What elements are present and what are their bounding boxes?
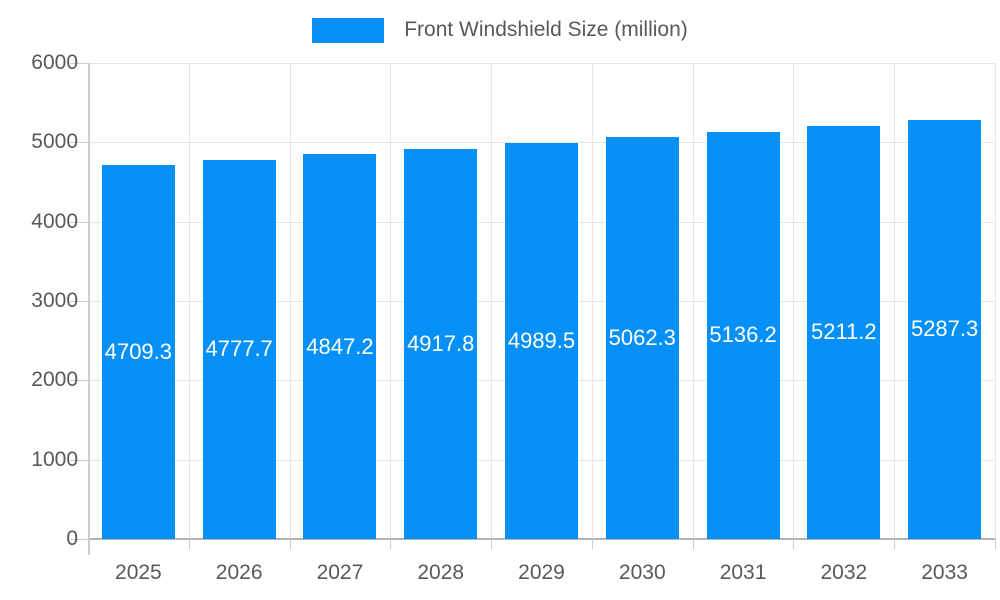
y-axis-tick	[70, 142, 88, 144]
bar-2033[interactable]: 5287.3	[908, 119, 982, 539]
h-gridline	[88, 63, 995, 64]
bar-2025[interactable]: 4709.3	[101, 165, 175, 539]
v-gridline	[390, 63, 392, 539]
v-gridline	[894, 63, 896, 539]
v-gridline	[793, 63, 795, 539]
v-gridline	[289, 63, 291, 539]
x-tick-label-2032: 2032	[820, 561, 868, 584]
x-axis-tick	[188, 539, 190, 549]
v-gridline	[995, 63, 996, 539]
y-axis-tick	[70, 301, 88, 302]
bar-value-label: 5287.3	[910, 316, 979, 342]
x-axis-tick	[491, 539, 493, 549]
bar-2028[interactable]: 4917.8	[404, 148, 478, 539]
bar-value-label: 4777.7	[205, 336, 273, 362]
bar-2030[interactable]: 5062.3	[605, 137, 679, 539]
legend-swatch[interactable]	[312, 17, 385, 43]
bar-value-label: 4917.8	[407, 330, 475, 356]
x-axis-tick	[390, 539, 392, 549]
x-axis-tick	[793, 539, 795, 549]
bar-value-label: 5062.3	[608, 325, 676, 351]
v-gridline	[188, 63, 190, 539]
x-axis-tick	[692, 539, 694, 549]
x-tick-label-2028: 2028	[417, 561, 465, 584]
y-tick-label: 2000	[31, 368, 78, 392]
y-tick-label: 5000	[31, 130, 78, 154]
x-tick-label-2030: 2030	[618, 561, 666, 584]
y-axis-tick	[70, 539, 88, 540]
y-axis-tick	[70, 63, 88, 64]
bar-2032[interactable]: 5211.2	[807, 125, 881, 539]
legend-label[interactable]: Front Windshield Size (million)	[404, 18, 688, 41]
bar-2026[interactable]: 4777.7	[202, 159, 276, 539]
y-tick-label: 1000	[31, 447, 78, 471]
x-axis-line	[88, 538, 995, 540]
x-axis-tick	[995, 539, 996, 549]
y-tick-label: 4000	[31, 209, 78, 233]
y-tick-label: 3000	[31, 289, 78, 312]
bar-value-label: 4709.3	[104, 339, 173, 365]
plot-area: 4709.3 4777.7 4847.2 4917.8 4989.5 5062.3 5136…	[88, 63, 996, 540]
x-tick-label-2029: 2029	[518, 561, 565, 584]
y-axis-tick	[70, 459, 88, 461]
x-tick-label-2025: 2025	[115, 561, 162, 584]
bar-value-label: 5136.2	[709, 322, 777, 348]
x-axis-tick	[289, 539, 291, 549]
x-axis-tick	[88, 539, 89, 549]
bar-2029[interactable]: 4989.5	[505, 143, 578, 539]
legend: Front Windshield Size (million)	[0, 16, 1000, 44]
bar-2031[interactable]: 5136.2	[706, 131, 780, 539]
bar-value-label: 4989.5	[507, 328, 576, 354]
v-gridline	[491, 63, 493, 539]
x-tick-label-2033: 2033	[921, 561, 968, 584]
h-gridline	[88, 142, 995, 144]
x-tick-label-2031: 2031	[719, 561, 767, 584]
y-axis-line	[88, 63, 90, 555]
y-tick-label: 0	[66, 527, 78, 550]
x-axis-tick	[591, 539, 593, 549]
v-gridline	[591, 63, 593, 539]
v-gridline	[692, 63, 694, 539]
x-tick-label-2026: 2026	[215, 561, 263, 584]
x-tick-label-2027: 2027	[316, 561, 364, 584]
bar-value-label: 5211.2	[811, 319, 877, 345]
y-axis-tick	[70, 221, 88, 223]
bar-2027[interactable]: 4847.2	[303, 154, 377, 539]
y-axis-tick	[70, 380, 88, 382]
y-tick-label: 6000	[31, 51, 78, 74]
bar-value-label: 4847.2	[306, 333, 374, 359]
x-axis-tick	[894, 539, 896, 549]
